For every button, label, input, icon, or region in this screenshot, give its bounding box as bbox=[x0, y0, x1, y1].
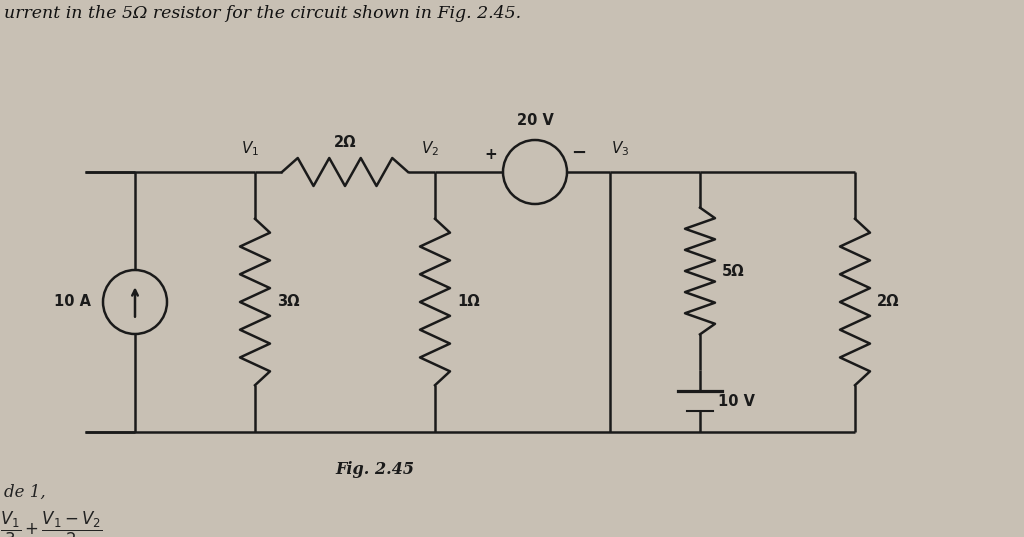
Text: $V_1$: $V_1$ bbox=[241, 139, 259, 158]
Text: $V_3$: $V_3$ bbox=[611, 139, 629, 158]
Text: −: − bbox=[571, 144, 586, 162]
Text: 5Ω: 5Ω bbox=[722, 264, 744, 279]
Text: 20 V: 20 V bbox=[516, 113, 553, 128]
Text: 3Ω: 3Ω bbox=[278, 294, 299, 309]
Text: $\dfrac{V_1}{3}+\dfrac{V_1-V_2}{2}$: $\dfrac{V_1}{3}+\dfrac{V_1-V_2}{2}$ bbox=[0, 510, 102, 537]
Text: +: + bbox=[484, 147, 497, 162]
Text: 2Ω: 2Ω bbox=[877, 294, 899, 309]
Text: 1Ω: 1Ω bbox=[457, 294, 479, 309]
Text: Fig. 2.45: Fig. 2.45 bbox=[336, 461, 415, 478]
Text: de 1,: de 1, bbox=[4, 484, 46, 501]
Text: 10 V: 10 V bbox=[718, 394, 755, 409]
Text: 2Ω: 2Ω bbox=[334, 135, 356, 150]
Text: $V_2$: $V_2$ bbox=[421, 139, 439, 158]
Text: 10 A: 10 A bbox=[54, 294, 91, 309]
Text: urrent in the 5Ω resistor for the circuit shown in Fig. 2.45.: urrent in the 5Ω resistor for the circui… bbox=[4, 5, 521, 22]
